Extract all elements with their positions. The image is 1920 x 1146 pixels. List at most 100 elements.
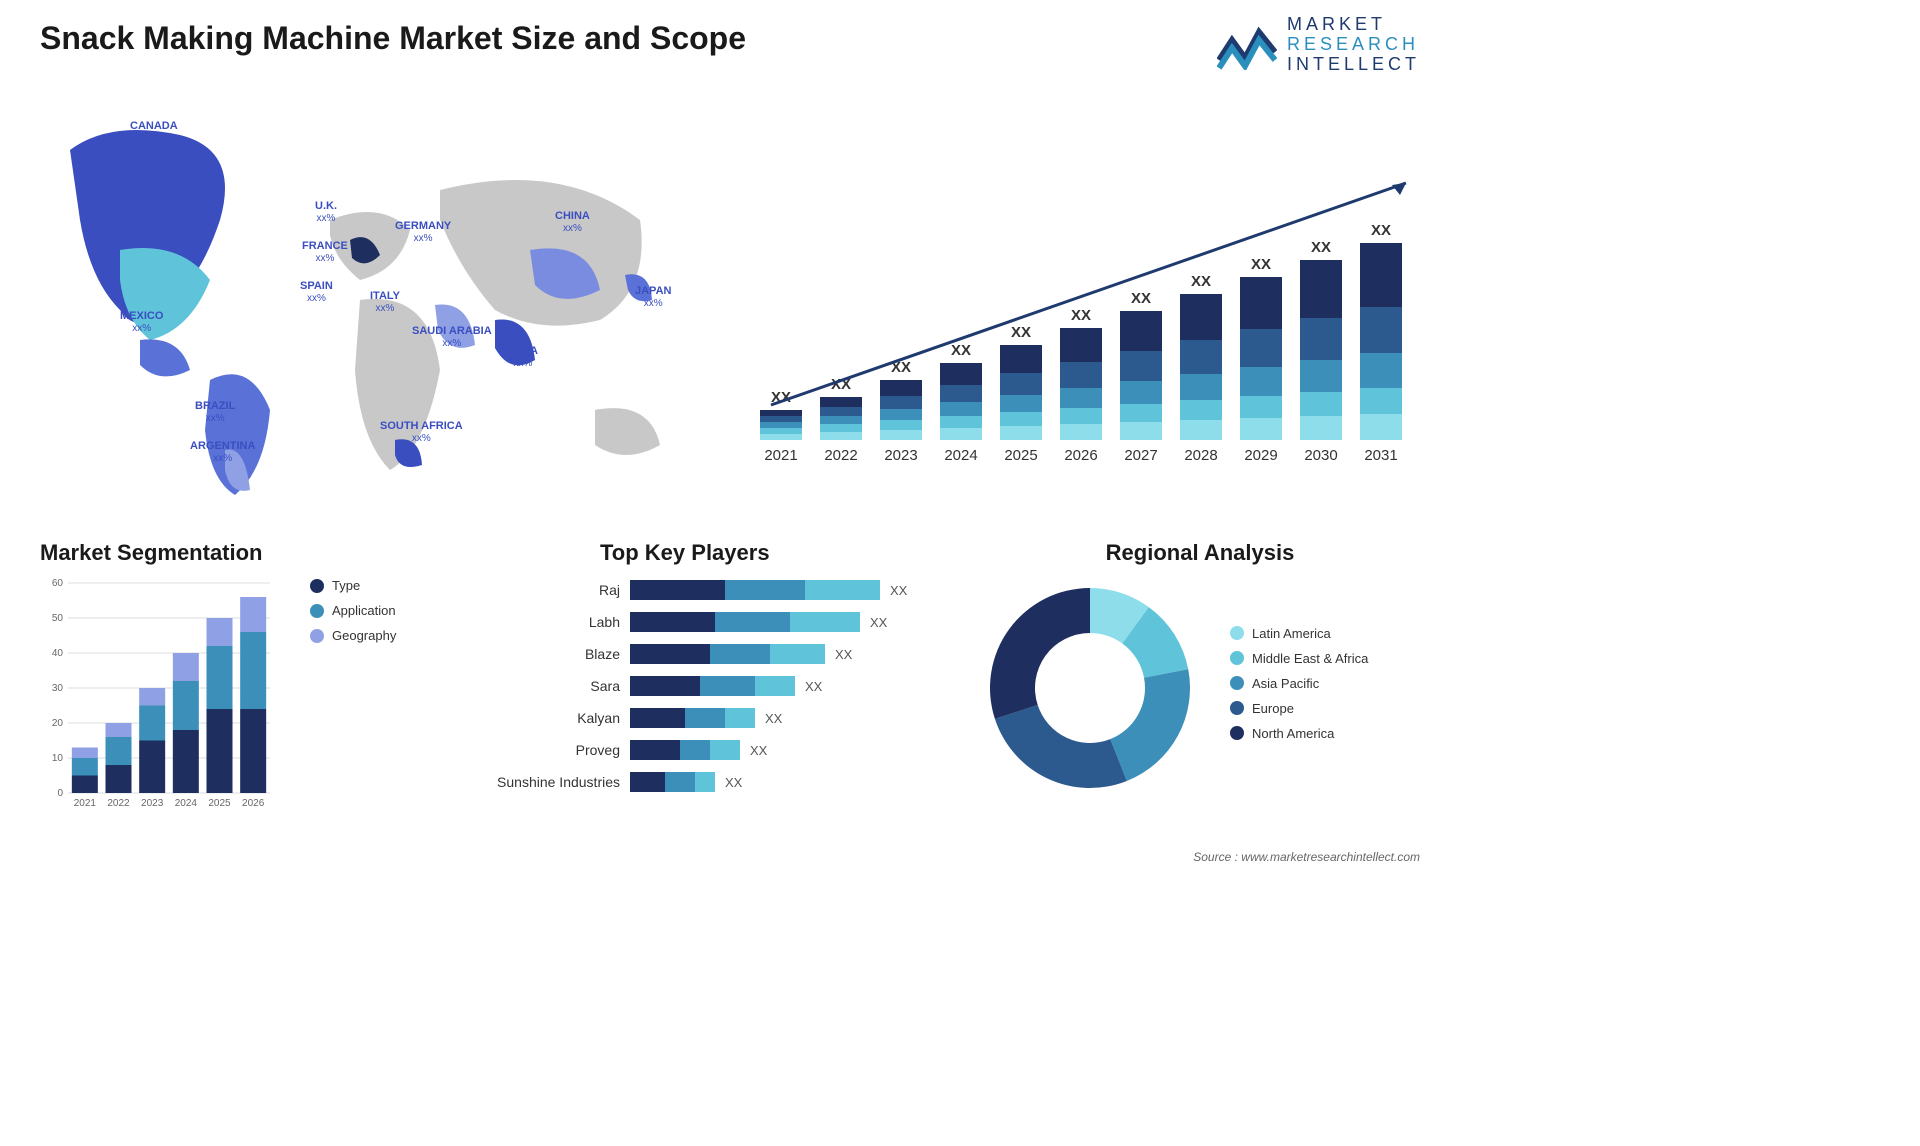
main-bar-segment <box>1000 395 1042 412</box>
keyplayer-bar <box>630 676 795 696</box>
country-label: U.S.xx% <box>95 250 116 274</box>
main-bar-year: 2024 <box>944 447 977 464</box>
main-bar-segment <box>820 416 862 424</box>
main-bar-segment <box>940 363 982 385</box>
keyplayer-row: ProvegXX <box>490 738 980 762</box>
country-label: SOUTH AFRICAxx% <box>380 420 463 444</box>
main-bar-segment <box>880 420 922 430</box>
keyplayer-bar-segment <box>710 644 770 664</box>
seg-year: 2024 <box>175 798 198 809</box>
seg-bar-segment <box>106 737 132 765</box>
seg-bar-segment <box>207 709 233 793</box>
seg-bar-segment <box>139 688 165 706</box>
keyplayer-value: XX <box>880 583 907 598</box>
main-bar-segment <box>1060 362 1102 388</box>
seg-year: 2026 <box>242 798 265 809</box>
main-bar-segment <box>880 409 922 420</box>
main-bar-year: 2030 <box>1304 447 1337 464</box>
legend-label: Latin America <box>1252 626 1331 641</box>
main-bar-segment <box>1360 388 1402 414</box>
legend-swatch <box>1230 676 1244 690</box>
main-bar-segment <box>1120 422 1162 440</box>
main-bar-year: 2023 <box>884 447 917 464</box>
legend-swatch <box>1230 626 1244 640</box>
seg-bar-segment <box>240 597 266 632</box>
regional-legend-item: Latin America <box>1230 626 1368 641</box>
main-bar-segment <box>940 428 982 440</box>
main-bar-segment <box>940 402 982 416</box>
regional-donut <box>980 578 1200 798</box>
main-chart-svg: XX2021XX2022XX2023XX2024XX2025XX2026XX20… <box>740 100 1420 480</box>
seg-ytick: 50 <box>52 613 64 624</box>
seg-bar-segment <box>72 748 98 759</box>
keyplayer-value: XX <box>715 775 742 790</box>
main-bar-toplabel: XX <box>951 342 971 359</box>
keyplayer-bar <box>630 708 755 728</box>
seg-bar-segment <box>106 723 132 737</box>
regional-legend-item: Europe <box>1230 701 1368 716</box>
legend-label: Geography <box>332 628 396 643</box>
main-bar-segment <box>1300 260 1342 318</box>
main-bar-segment <box>880 380 922 396</box>
keyplayer-name: Kalyan <box>490 710 630 726</box>
seg-year: 2025 <box>208 798 231 809</box>
country-label: INDIAxx% <box>508 345 538 369</box>
seg-bar-segment <box>72 758 98 776</box>
main-bar-segment <box>1240 396 1282 418</box>
legend-label: Middle East & Africa <box>1252 651 1368 666</box>
legend-swatch <box>1230 701 1244 715</box>
logo-line1: MARKET <box>1287 15 1420 35</box>
main-bar-segment <box>1180 420 1222 440</box>
main-bar-segment <box>1000 412 1042 426</box>
country-label: CANADAxx% <box>130 120 178 144</box>
seg-ytick: 40 <box>52 648 64 659</box>
keyplayer-value: XX <box>825 647 852 662</box>
main-bar-segment <box>1300 392 1342 416</box>
keyplayer-bar-segment <box>630 644 710 664</box>
seg-ytick: 20 <box>52 718 64 729</box>
keyplayer-row: SaraXX <box>490 674 980 698</box>
keyplayer-name: Sunshine Industries <box>490 774 630 790</box>
keyplayer-bar-segment <box>695 772 715 792</box>
keyplayer-bar-segment <box>710 740 740 760</box>
seg-bar-segment <box>139 706 165 741</box>
legend-swatch <box>310 579 324 593</box>
legend-label: Type <box>332 578 360 593</box>
main-bar-segment <box>1120 311 1162 351</box>
seg-bar-segment <box>207 646 233 709</box>
keyplayer-bar <box>630 644 825 664</box>
seg-bar-segment <box>72 776 98 794</box>
keyplayer-bar-segment <box>790 612 860 632</box>
main-bar-segment <box>820 432 862 440</box>
keyplayer-bar-segment <box>725 580 805 600</box>
segmentation-title: Market Segmentation <box>40 540 460 566</box>
legend-label: Europe <box>1252 701 1294 716</box>
keyplayer-bar-segment <box>665 772 695 792</box>
main-bar-segment <box>760 428 802 434</box>
keyplayer-bar-segment <box>700 676 755 696</box>
brand-logo: MARKET RESEARCH INTELLECT <box>1217 15 1420 74</box>
keyplayer-row: RajXX <box>490 578 980 602</box>
main-bar-segment <box>1240 418 1282 440</box>
main-bar-year: 2022 <box>824 447 857 464</box>
main-bar-toplabel: XX <box>1251 256 1271 273</box>
keyplayer-bar <box>630 772 715 792</box>
keyplayers-panel: Top Key Players RajXXLabhXXBlazeXXSaraXX… <box>490 540 980 802</box>
keyplayer-bar-segment <box>755 676 795 696</box>
main-bar-toplabel: XX <box>1131 290 1151 307</box>
main-bar-toplabel: XX <box>1311 239 1331 256</box>
keyplayer-name: Blaze <box>490 646 630 662</box>
seg-ytick: 60 <box>52 578 64 589</box>
seg-year: 2021 <box>74 798 97 809</box>
main-bar-segment <box>760 416 802 422</box>
keyplayer-bar-segment <box>685 708 725 728</box>
main-bar-segment <box>940 416 982 428</box>
regional-legend-item: North America <box>1230 726 1368 741</box>
keyplayer-bar-segment <box>680 740 710 760</box>
main-bar-segment <box>760 410 802 416</box>
main-bar-year: 2026 <box>1064 447 1097 464</box>
keyplayer-row: Sunshine Industries XX <box>490 770 980 794</box>
seg-bar-segment <box>240 709 266 793</box>
regional-legend-item: Asia Pacific <box>1230 676 1368 691</box>
main-bar-chart: XX2021XX2022XX2023XX2024XX2025XX2026XX20… <box>740 100 1420 480</box>
